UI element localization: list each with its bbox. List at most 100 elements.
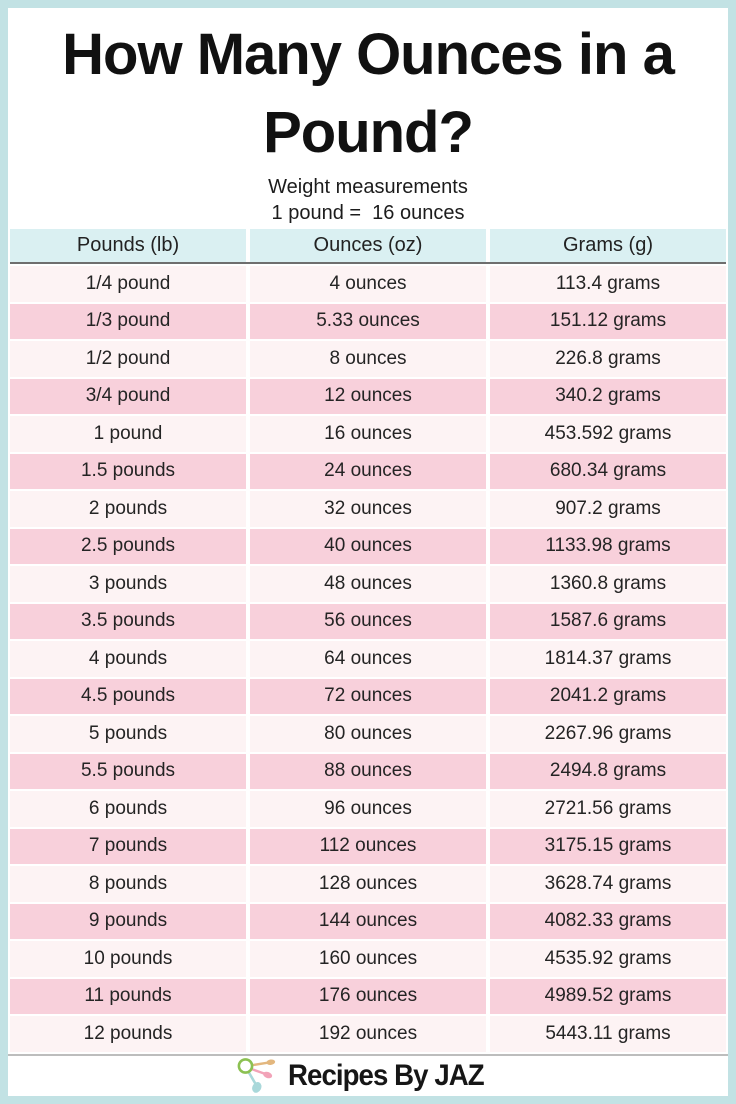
cell-pounds: 11 pounds: [10, 978, 246, 1014]
cell-grams: 4082.33 grams: [490, 903, 726, 939]
cell-pounds: 1/3 pound: [10, 303, 246, 339]
header-divider: [10, 262, 726, 264]
brand-name: Recipes By JAZ: [287, 1058, 485, 1092]
table-row: 4.5 pounds 72 ounces 2041.2 grams: [10, 678, 726, 714]
cell-ounces: 88 ounces: [250, 753, 486, 789]
cell-pounds: 1/4 pound: [10, 266, 246, 302]
header: How Many Ounces in a Pound? Weight measu…: [8, 8, 728, 226]
table-row: 8 pounds 128 ounces 3628.74 grams: [10, 866, 726, 902]
cell-ounces: 72 ounces: [250, 678, 486, 714]
cell-ounces: 96 ounces: [250, 791, 486, 827]
table-row: 1.5 pounds 24 ounces 680.34 grams: [10, 453, 726, 489]
cell-pounds: 2.5 pounds: [10, 528, 246, 564]
column-header-ounces: Ounces (oz): [250, 229, 486, 262]
cell-grams: 1587.6 grams: [490, 603, 726, 639]
cell-pounds: 4.5 pounds: [10, 678, 246, 714]
cell-grams: 453.592 grams: [490, 416, 726, 452]
cell-ounces: 160 ounces: [250, 941, 486, 977]
cell-ounces: 80 ounces: [250, 716, 486, 752]
page-title-line1: How Many Ounces in a: [62, 22, 675, 87]
cell-ounces: 24 ounces: [250, 453, 486, 489]
cell-ounces: 144 ounces: [250, 903, 486, 939]
cell-grams: 4989.52 grams: [490, 978, 726, 1014]
cell-pounds: 12 pounds: [10, 1016, 246, 1052]
cell-pounds: 8 pounds: [10, 866, 246, 902]
table-row: 5 pounds 80 ounces 2267.96 grams: [10, 716, 726, 752]
table-row: 1/2 pound 8 ounces 226.8 grams: [10, 341, 726, 377]
footer: Recipes By JAZ: [8, 1053, 728, 1096]
cell-ounces: 128 ounces: [250, 866, 486, 902]
cell-grams: 151.12 grams: [490, 303, 726, 339]
cell-grams: 2267.96 grams: [490, 716, 726, 752]
cell-grams: 4535.92 grams: [490, 941, 726, 977]
conversion-equation: 1 pound = 16 ounces: [271, 202, 465, 224]
table-row: 3.5 pounds 56 ounces 1587.6 grams: [10, 603, 726, 639]
table-body: 1/4 pound 4 ounces 113.4 grams 1/3 pound 5.3…: [10, 266, 726, 1052]
cell-grams: 680.34 grams: [490, 453, 726, 489]
cell-pounds: 1.5 pounds: [10, 453, 246, 489]
cell-pounds: 9 pounds: [10, 903, 246, 939]
table-row: 1 pound 16 ounces 453.592 grams: [10, 416, 726, 452]
table-row: 2.5 pounds 40 ounces 1133.98 grams: [10, 528, 726, 564]
table-row: 6 pounds 96 ounces 2721.56 grams: [10, 791, 726, 827]
cell-pounds: 1/2 pound: [10, 341, 246, 377]
table-row: 3 pounds 48 ounces 1360.8 grams: [10, 566, 726, 602]
conversion-table: Pounds (lb) Ounces (oz) Grams (g) 1/4 po…: [8, 229, 728, 1052]
table-row: 2 pounds 32 ounces 907.2 grams: [10, 491, 726, 527]
cell-ounces: 4 ounces: [250, 266, 486, 302]
cell-ounces: 32 ounces: [250, 491, 486, 527]
cell-pounds: 3.5 pounds: [10, 603, 246, 639]
cell-grams: 1133.98 grams: [490, 528, 726, 564]
cell-pounds: 6 pounds: [10, 791, 246, 827]
cell-ounces: 112 ounces: [250, 828, 486, 864]
cell-ounces: 12 ounces: [250, 378, 486, 414]
table-row: 7 pounds 112 ounces 3175.15 grams: [10, 828, 726, 864]
cell-grams: 907.2 grams: [490, 491, 726, 527]
cell-pounds: 3 pounds: [10, 566, 246, 602]
cell-pounds: 10 pounds: [10, 941, 246, 977]
table-row: 12 pounds 192 ounces 5443.11 grams: [10, 1016, 726, 1052]
page-title: How Many Ounces in a Pound?: [8, 8, 728, 172]
table-row: 1/4 pound 4 ounces 113.4 grams: [10, 266, 726, 302]
cell-grams: 2494.8 grams: [490, 753, 726, 789]
table-row: 1/3 pound 5.33 ounces 151.12 grams: [10, 303, 726, 339]
column-header-grams: Grams (g): [490, 229, 726, 262]
cell-pounds: 3/4 pound: [10, 378, 246, 414]
cell-grams: 226.8 grams: [490, 341, 726, 377]
cell-grams: 2041.2 grams: [490, 678, 726, 714]
cell-ounces: 40 ounces: [250, 528, 486, 564]
table-row: 11 pounds 176 ounces 4989.52 grams: [10, 978, 726, 1014]
cell-ounces: 176 ounces: [250, 978, 486, 1014]
cell-pounds: 7 pounds: [10, 828, 246, 864]
table-row: 4 pounds 64 ounces 1814.37 grams: [10, 641, 726, 677]
cell-ounces: 8 ounces: [250, 341, 486, 377]
cell-ounces: 16 ounces: [250, 416, 486, 452]
subtitle: Weight measurements: [268, 176, 468, 198]
column-header-pounds: Pounds (lb): [10, 229, 246, 262]
cell-grams: 113.4 grams: [490, 266, 726, 302]
cell-ounces: 192 ounces: [250, 1016, 486, 1052]
table-row: 9 pounds 144 ounces 4082.33 grams: [10, 903, 726, 939]
table-row: 10 pounds 160 ounces 4535.92 grams: [10, 941, 726, 977]
table-header-row: Pounds (lb) Ounces (oz) Grams (g): [10, 229, 726, 262]
cell-ounces: 56 ounces: [250, 603, 486, 639]
cell-grams: 1360.8 grams: [490, 566, 726, 602]
cell-grams: 340.2 grams: [490, 378, 726, 414]
cell-grams: 1814.37 grams: [490, 641, 726, 677]
cell-grams: 3628.74 grams: [490, 866, 726, 902]
cell-pounds: 5 pounds: [10, 716, 246, 752]
cell-pounds: 1 pound: [10, 416, 246, 452]
cell-pounds: 2 pounds: [10, 491, 246, 527]
page-title-line2: Pound?: [263, 100, 474, 165]
cell-ounces: 48 ounces: [250, 566, 486, 602]
cell-ounces: 5.33 ounces: [250, 303, 486, 339]
cell-grams: 5443.11 grams: [490, 1016, 726, 1052]
table-row: 5.5 pounds 88 ounces 2494.8 grams: [10, 753, 726, 789]
cell-pounds: 4 pounds: [10, 641, 246, 677]
cell-grams: 3175.15 grams: [490, 828, 726, 864]
measuring-spoons-icon: [237, 1057, 275, 1093]
cell-ounces: 64 ounces: [250, 641, 486, 677]
cell-pounds: 5.5 pounds: [10, 753, 246, 789]
table-row: 3/4 pound 12 ounces 340.2 grams: [10, 378, 726, 414]
